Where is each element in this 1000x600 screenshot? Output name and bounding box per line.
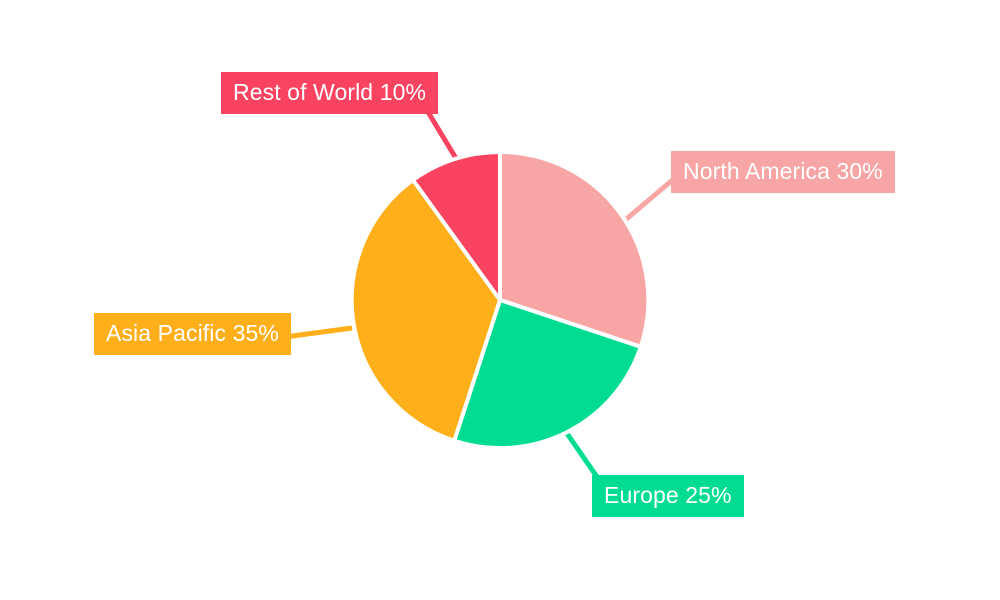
leader-line-asia-pacific <box>284 325 353 340</box>
leader-line-rest-of-world <box>425 110 460 162</box>
leader-line-north-america <box>615 175 678 229</box>
slice-label-rest-of-world[interactable]: Rest of World 10% <box>221 72 439 114</box>
pie-slice-north-america[interactable] <box>498 149 651 349</box>
pie-slice-europe[interactable] <box>452 298 643 451</box>
slice-label-europe[interactable]: Europe 25% <box>592 475 744 517</box>
slice-label-asia-pacific[interactable]: Asia Pacific 35% <box>94 313 291 355</box>
pie-slices <box>349 149 651 451</box>
pie-slice-asia-pacific[interactable] <box>349 178 502 443</box>
slice-label-north-america[interactable]: North America 30% <box>671 151 895 193</box>
pie-slice-rest-of-world[interactable] <box>411 149 502 302</box>
